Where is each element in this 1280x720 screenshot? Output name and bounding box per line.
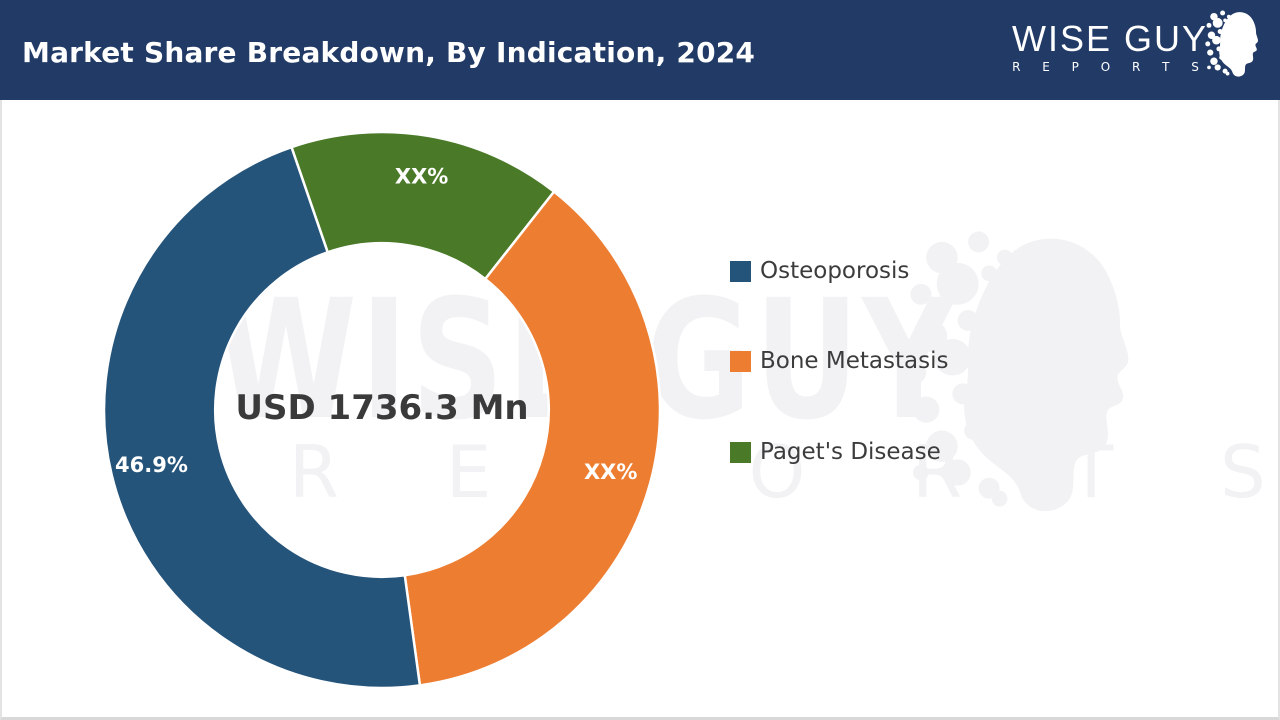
legend-label: Paget's Disease <box>760 439 941 465</box>
logo-reports-text: R E P O R T S <box>1012 59 1208 74</box>
chart-canvas: WISE GUY R E P O R T S XX% XX% 46.9% USD 17… <box>0 100 1280 720</box>
donut-chart: XX% XX% 46.9% USD 1736.3 Mn <box>102 130 662 690</box>
legend-item-pagets-disease: Paget's Disease <box>730 439 941 465</box>
wiseguy-logo: WISE GUY R E P O R T S <box>1012 8 1266 86</box>
legend-label: Osteoporosis <box>760 258 910 284</box>
donut-segment-osteoporosis <box>102 145 422 690</box>
logo-wordmark-text: WISE GUY <box>1011 18 1208 60</box>
logo-face-icon <box>1205 10 1259 77</box>
donut-center-value: USD 1736.3 Mn <box>235 388 528 428</box>
header: Market Share Breakdown, By Indication, 2… <box>0 0 1280 100</box>
legend-item-bone-metastasis: Bone Metastasis <box>730 348 948 374</box>
legend-swatch-pagets-disease <box>730 441 751 463</box>
segment-value-label: XX% <box>395 164 448 188</box>
page-title: Market Share Breakdown, By Indication, 2… <box>22 36 756 69</box>
legend-label: Bone Metastasis <box>760 348 949 374</box>
segment-value-label: XX% <box>584 460 637 484</box>
legend-swatch-osteoporosis <box>730 260 751 282</box>
legend-swatch-bone-metastasis <box>730 350 751 372</box>
watermark-face-icon <box>905 231 1129 512</box>
donut-segment-bone-metastasis <box>403 190 662 687</box>
segment-value-label: 46.9% <box>115 453 188 477</box>
watermark-reports: R E P O R T S <box>289 430 1280 514</box>
legend-item-osteoporosis: Osteoporosis <box>730 258 909 284</box>
logo-wordmark: WISE GUY R E P O R T S <box>1012 20 1208 74</box>
